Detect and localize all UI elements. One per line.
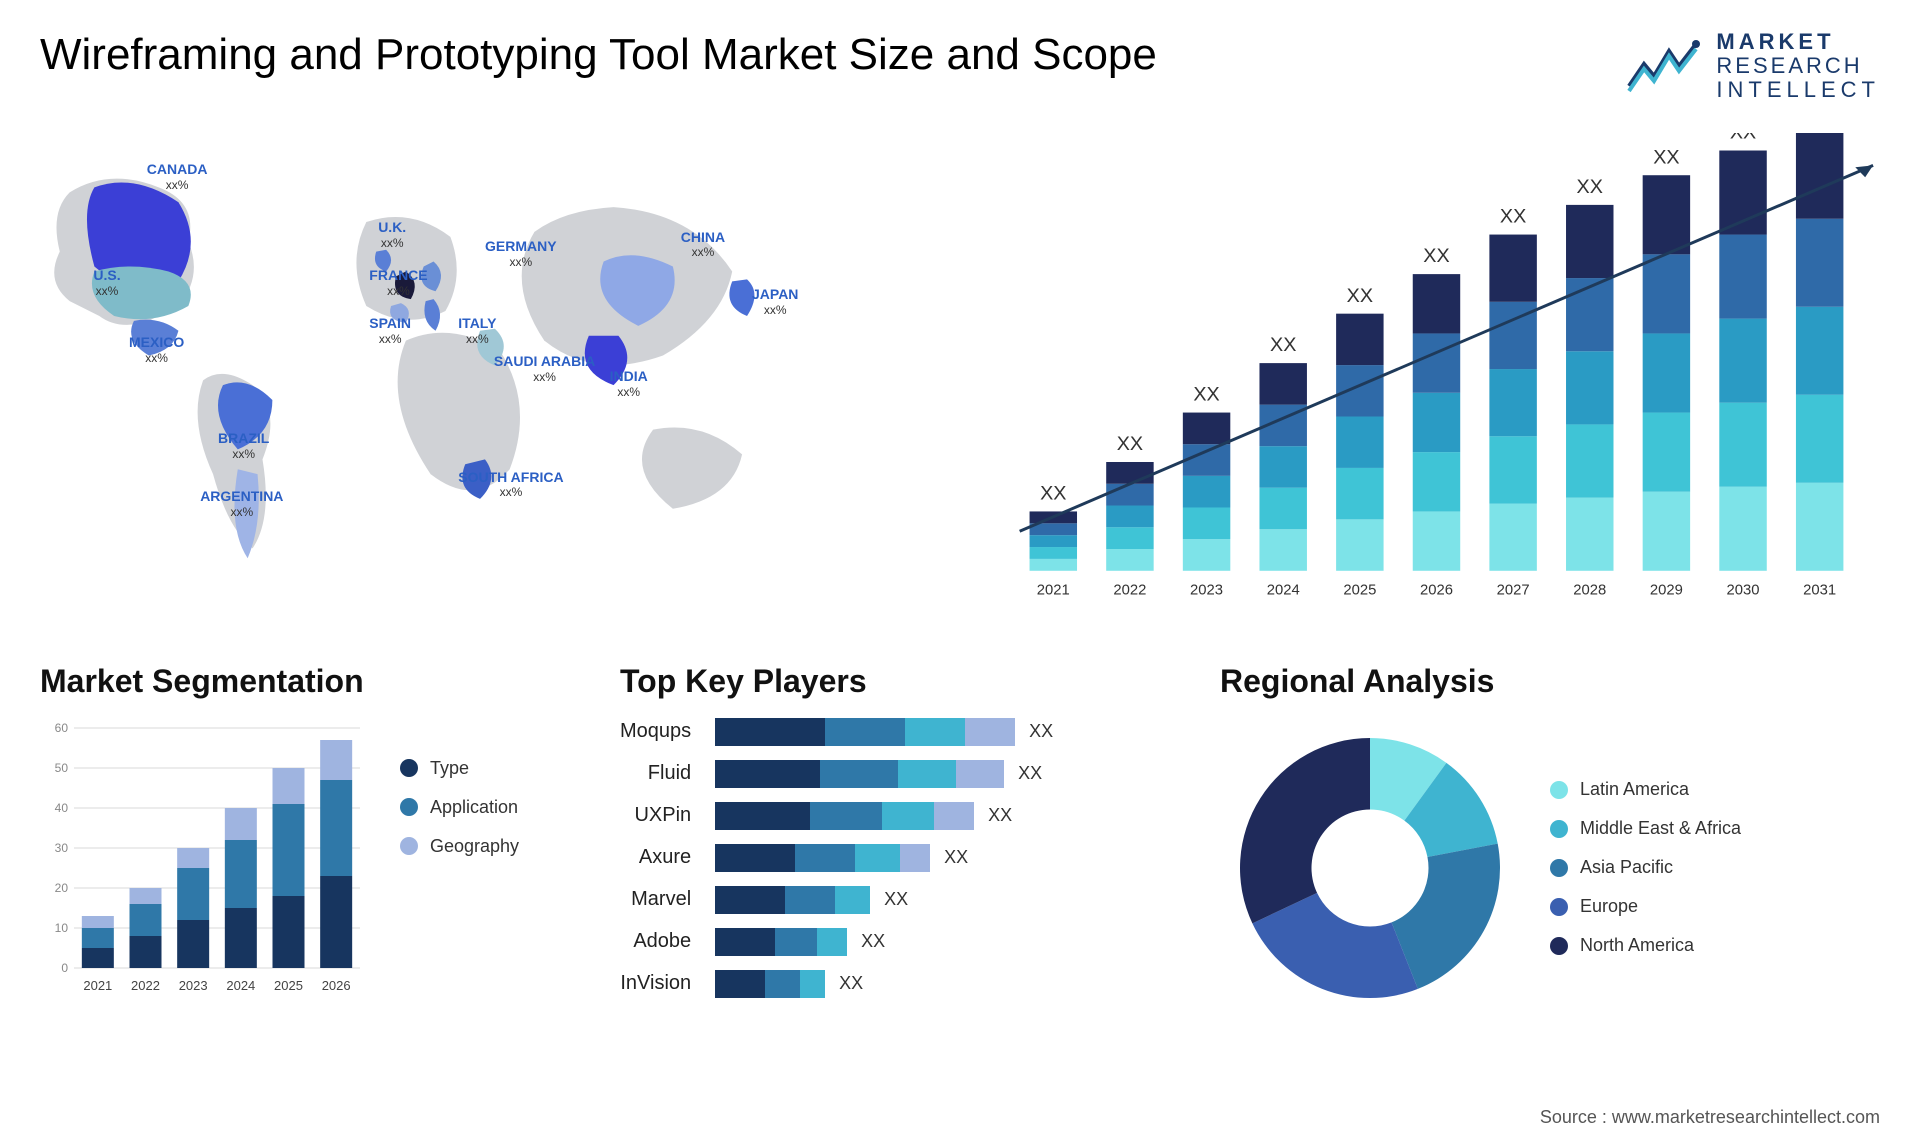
player-bar-row: XX [715, 928, 1180, 956]
svg-text:30: 30 [55, 841, 69, 855]
country-label: CANADAxx% [147, 161, 208, 192]
regional-donut-svg [1220, 718, 1520, 1018]
logo-text-3: INTELLECT [1716, 78, 1880, 102]
player-label: Moqups [620, 718, 691, 746]
segmentation-legend: Type Application Geography [400, 718, 519, 998]
logo-text-1: MARKET [1716, 30, 1880, 54]
svg-text:2027: 2027 [1497, 582, 1530, 598]
svg-text:60: 60 [55, 721, 69, 735]
player-bar-row: XX [715, 760, 1180, 788]
svg-text:2029: 2029 [1650, 582, 1683, 598]
svg-text:2023: 2023 [1190, 582, 1223, 598]
legend-item: Middle East & Africa [1550, 818, 1741, 839]
country-label: INDIAxx% [610, 368, 648, 399]
svg-text:2028: 2028 [1573, 582, 1606, 598]
svg-text:2024: 2024 [1267, 582, 1300, 598]
svg-text:XX: XX [1347, 284, 1373, 306]
players-bars: XX XX XX XX XX XX XX [715, 718, 1180, 998]
legend-item: Application [400, 797, 519, 818]
svg-text:XX: XX [1117, 433, 1143, 455]
logo-text-2: RESEARCH [1716, 54, 1880, 78]
player-label: Fluid [648, 760, 691, 788]
player-bar-row: XX [715, 970, 1180, 998]
country-label: GERMANYxx% [485, 238, 557, 269]
country-label: U.K.xx% [378, 219, 406, 250]
legend-item: North America [1550, 935, 1741, 956]
country-label: FRANCExx% [369, 267, 427, 298]
growth-chart-svg: XX 2021 XX 2022 XX 2023 XX 2024 XX 2025 XX 2026 XX 20… [990, 133, 1880, 613]
regional-panel: Regional Analysis Latin America Middle Ea… [1220, 663, 1880, 1018]
source-attribution: Source : www.marketresearchintellect.com [1540, 1107, 1880, 1128]
svg-text:0: 0 [61, 961, 68, 975]
player-bar-row: XX [715, 886, 1180, 914]
svg-text:2025: 2025 [1343, 582, 1376, 598]
svg-text:XX: XX [1730, 133, 1756, 144]
svg-text:XX: XX [1577, 176, 1603, 198]
players-panel: Top Key Players Moqups Fluid UXPin Axure Mar… [620, 663, 1180, 1018]
svg-text:10: 10 [55, 921, 69, 935]
country-label: SPAINxx% [369, 315, 411, 346]
logo-icon [1624, 36, 1704, 96]
legend-item: Europe [1550, 896, 1741, 917]
regional-legend: Latin America Middle East & Africa Asia Pa… [1550, 779, 1741, 956]
segmentation-title: Market Segmentation [40, 663, 580, 700]
player-label: UXPin [634, 802, 691, 830]
legend-item: Asia Pacific [1550, 857, 1741, 878]
player-bar-row: XX [715, 802, 1180, 830]
segmentation-chart-svg: 0 10 20 30 40 50 60 2021 2022 2023 2024 2025 2026 [40, 718, 370, 998]
players-title: Top Key Players [620, 663, 1180, 700]
svg-text:2024: 2024 [226, 978, 255, 993]
svg-text:50: 50 [55, 761, 69, 775]
legend-item: Type [400, 758, 519, 779]
country-label: SOUTH AFRICAxx% [458, 469, 563, 500]
country-label: U.S.xx% [93, 267, 120, 298]
player-label: Axure [639, 844, 691, 872]
svg-text:2026: 2026 [1420, 582, 1453, 598]
country-label: BRAZILxx% [218, 430, 269, 461]
regional-donut-wrap [1220, 718, 1520, 1018]
country-label: SAUDI ARABIAxx% [494, 353, 595, 384]
world-map-svg [40, 133, 930, 608]
svg-text:40: 40 [55, 801, 69, 815]
svg-text:2025: 2025 [274, 978, 303, 993]
players-labels: Moqups Fluid UXPin Axure Marvel Adobe InVision [620, 718, 691, 998]
legend-item: Latin America [1550, 779, 1741, 800]
svg-text:20: 20 [55, 881, 69, 895]
svg-text:2026: 2026 [322, 978, 351, 993]
country-label: MEXICOxx% [129, 334, 184, 365]
growth-chart-panel: XX 2021 XX 2022 XX 2023 XX 2024 XX 2025 XX 2026 XX 20… [990, 133, 1880, 613]
player-bar-row: XX [715, 844, 1180, 872]
country-label: ITALYxx% [458, 315, 496, 346]
segmentation-panel: Market Segmentation 0 10 20 30 40 50 60 2021 202… [40, 663, 580, 1018]
svg-text:XX: XX [1653, 146, 1679, 168]
page-title: Wireframing and Prototyping Tool Market … [40, 30, 1157, 80]
svg-text:XX: XX [1270, 334, 1296, 356]
player-label: Marvel [631, 886, 691, 914]
svg-text:XX: XX [1423, 245, 1449, 267]
svg-text:2031: 2031 [1803, 582, 1836, 598]
svg-text:2021: 2021 [83, 978, 112, 993]
country-label: CHINAxx% [681, 229, 725, 260]
svg-text:2023: 2023 [179, 978, 208, 993]
svg-text:2021: 2021 [1037, 582, 1070, 598]
world-map-panel: CANADAxx% U.S.xx% MEXICOxx% BRAZILxx% ARGENT… [40, 133, 930, 613]
svg-text:XX: XX [1193, 383, 1219, 405]
svg-text:2022: 2022 [1113, 582, 1146, 598]
country-label: JAPANxx% [752, 286, 798, 317]
player-label: InVision [620, 970, 691, 998]
legend-item: Geography [400, 836, 519, 857]
regional-title: Regional Analysis [1220, 663, 1880, 700]
country-label: ARGENTINAxx% [200, 488, 283, 519]
player-label: Adobe [633, 928, 691, 956]
player-bar-row: XX [715, 718, 1180, 746]
svg-text:2022: 2022 [131, 978, 160, 993]
brand-logo: MARKET RESEARCH INTELLECT [1624, 30, 1880, 103]
svg-text:XX: XX [1040, 482, 1066, 504]
svg-text:2030: 2030 [1727, 582, 1760, 598]
svg-text:XX: XX [1500, 205, 1526, 227]
